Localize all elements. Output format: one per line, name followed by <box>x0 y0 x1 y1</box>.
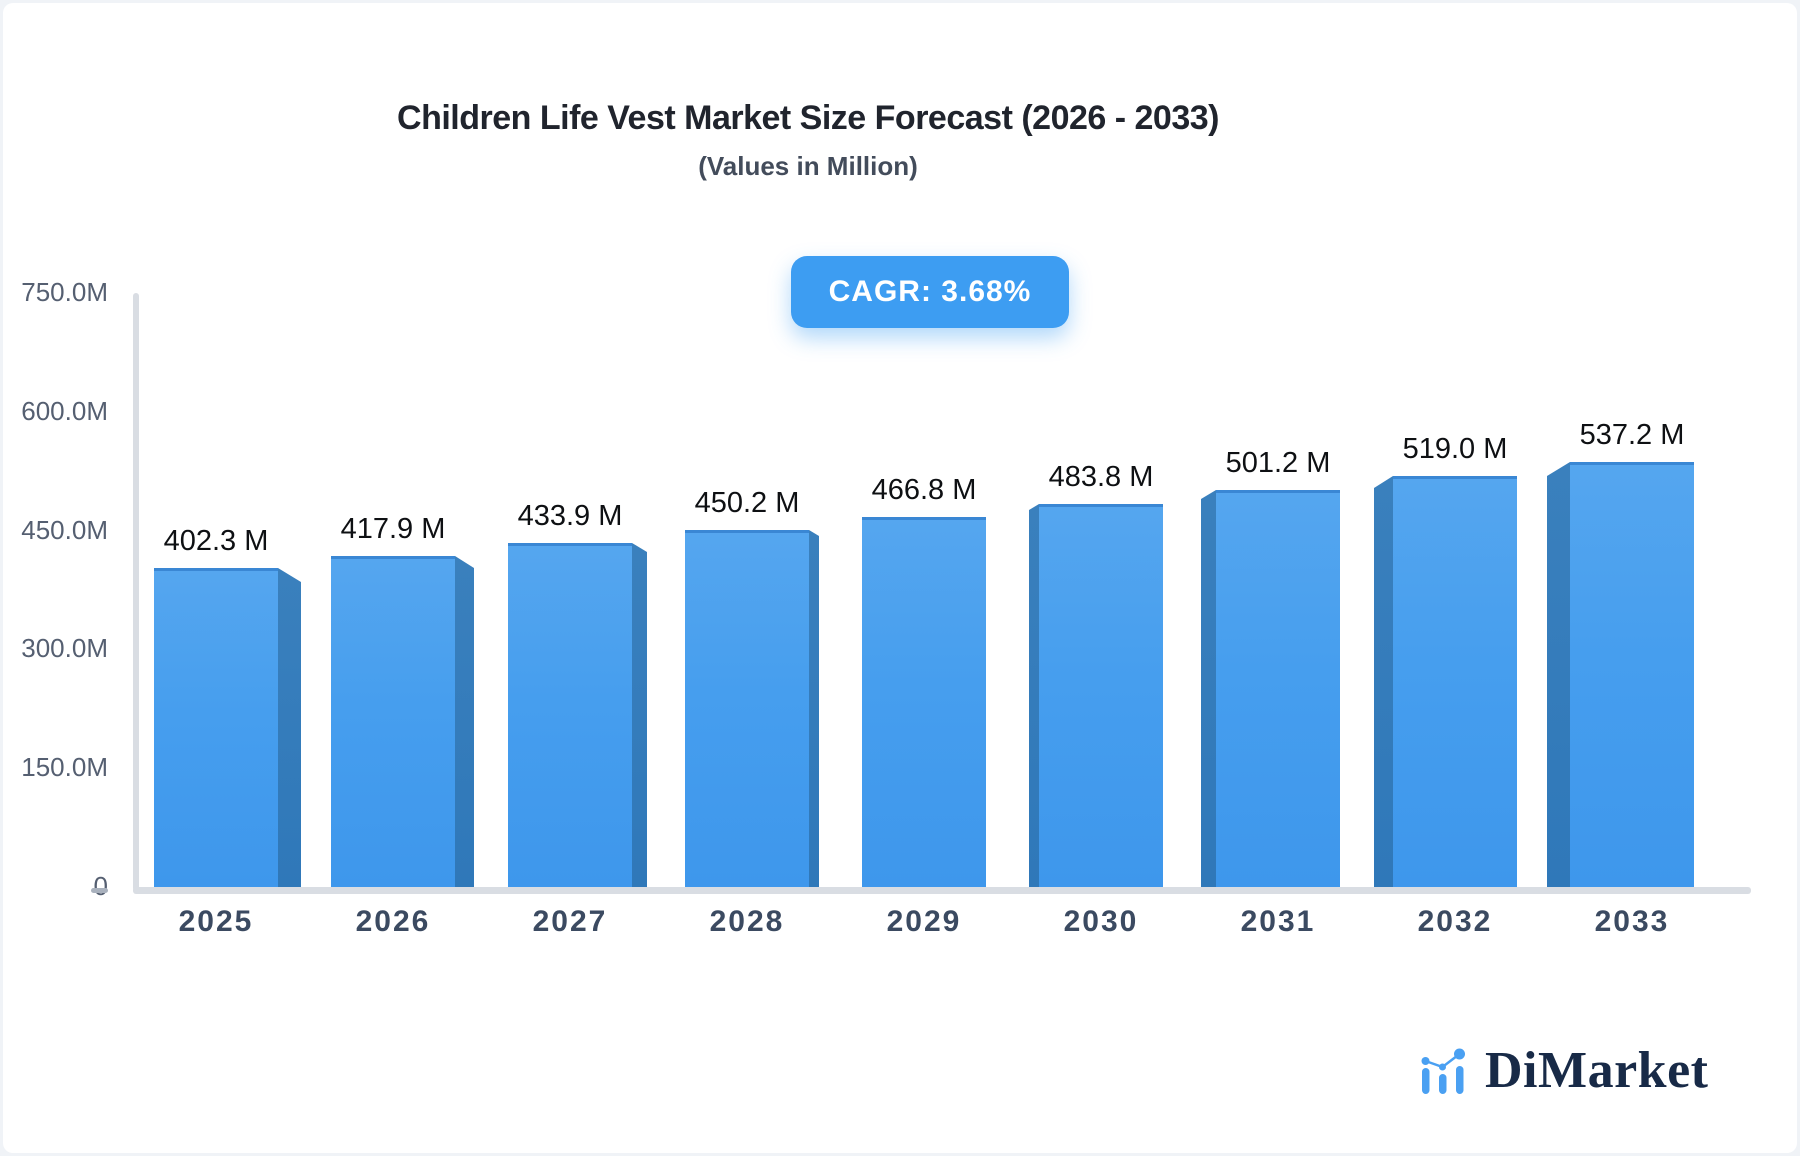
y-tick-label-300.0M: 300.0M <box>21 633 108 663</box>
bar-value-label-2027: 433.9 M <box>517 500 623 532</box>
bar-value-label-2033: 537.2 M <box>1579 419 1685 451</box>
bar-side-face-2028 <box>809 530 819 887</box>
x-tick-label-2030: 2030 <box>1063 905 1139 938</box>
cagr-badge: CAGR: 3.68% <box>791 256 1069 328</box>
bar-2033[interactable] <box>1570 462 1694 887</box>
chart-subtitle: (Values in Million) <box>698 151 918 181</box>
bar-side-face-2030 <box>1029 504 1039 887</box>
y-tick-label-750.0M: 750.0M <box>21 277 108 307</box>
bar-2030[interactable] <box>1039 504 1163 887</box>
cagr-badge-label: CAGR: 3.68% <box>828 275 1032 308</box>
dimarket-logo: DiMarket <box>1421 1041 1708 1100</box>
bar-2025[interactable] <box>154 568 278 887</box>
y-tick-label-600.0M: 600.0M <box>21 396 108 426</box>
x-tick-label-2025: 2025 <box>178 905 254 938</box>
chart-card: Children Life Vest Market Size Forecast … <box>3 3 1797 1153</box>
bar-value-label-2031: 501.2 M <box>1225 447 1331 479</box>
x-tick-label-2031: 2031 <box>1240 905 1316 938</box>
dimarket-bar-chart-icon <box>1421 1048 1465 1094</box>
bar-2028[interactable] <box>685 530 809 887</box>
y-axis-line <box>133 293 139 891</box>
x-tick-label-2027: 2027 <box>532 905 608 938</box>
bar-value-label-2029: 466.8 M <box>871 474 977 506</box>
x-tick-label-2033: 2033 <box>1594 905 1670 938</box>
bar-2032[interactable] <box>1393 476 1517 887</box>
x-tick-label-2032: 2032 <box>1417 905 1493 938</box>
bar-2029[interactable] <box>862 517 986 887</box>
y-tick-label-450.0M: 450.0M <box>21 515 108 545</box>
bar-side-face-2025 <box>278 568 301 887</box>
bar-side-face-2031 <box>1201 490 1216 887</box>
bar-value-label-2032: 519.0 M <box>1402 433 1508 465</box>
bar-value-label-2030: 483.8 M <box>1048 461 1154 493</box>
bar-side-face-2027 <box>632 543 647 887</box>
x-axis-line <box>133 887 1751 894</box>
chart-title: Children Life Vest Market Size Forecast … <box>397 99 1219 137</box>
chart-area: 750.0M 600.0M 450.0M 300.0M 150.0M 0 402.3 M 20… <box>3 3 1797 1153</box>
y-tick-label-0: 0 <box>93 871 108 901</box>
bar-side-face-2033 <box>1547 462 1570 887</box>
bar-side-face-2026 <box>455 556 474 887</box>
bar-value-label-2026: 417.9 M <box>340 513 446 545</box>
y-tick-label-150.0M: 150.0M <box>21 752 108 782</box>
bar-2026[interactable] <box>331 556 455 887</box>
zero-tick-mark <box>91 888 108 893</box>
bar-value-label-2025: 402.3 M <box>163 525 269 557</box>
x-tick-label-2029: 2029 <box>886 905 962 938</box>
bar-value-label-2028: 450.2 M <box>694 487 800 519</box>
x-tick-label-2028: 2028 <box>709 905 785 938</box>
x-tick-label-2026: 2026 <box>355 905 431 938</box>
bar-2031[interactable] <box>1216 490 1340 887</box>
dimarket-logo-text: DiMarket <box>1485 1042 1709 1099</box>
bar-2027[interactable] <box>508 543 632 887</box>
bar-side-face-2032 <box>1374 476 1393 887</box>
